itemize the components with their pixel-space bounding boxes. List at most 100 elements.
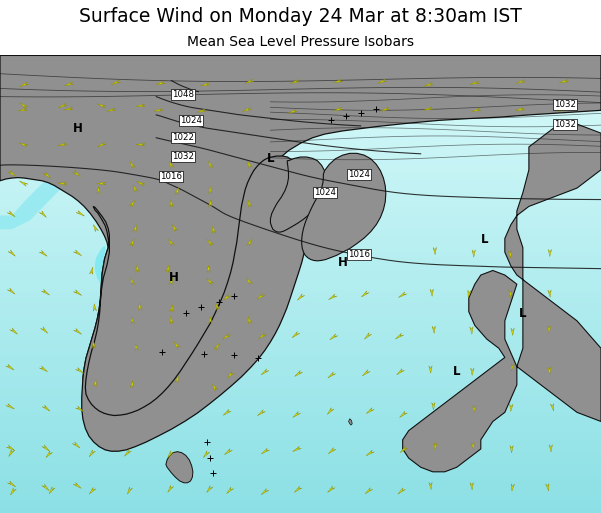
- Polygon shape: [133, 185, 138, 192]
- Polygon shape: [224, 448, 233, 455]
- Polygon shape: [294, 370, 303, 377]
- Polygon shape: [95, 246, 112, 290]
- Polygon shape: [75, 367, 84, 373]
- Polygon shape: [328, 408, 334, 415]
- Polygon shape: [197, 109, 207, 112]
- Polygon shape: [214, 343, 219, 350]
- Polygon shape: [247, 278, 252, 285]
- Polygon shape: [469, 327, 473, 334]
- Text: H: H: [169, 271, 179, 284]
- Polygon shape: [58, 103, 67, 108]
- Polygon shape: [42, 484, 49, 490]
- Polygon shape: [8, 170, 16, 176]
- Polygon shape: [223, 409, 231, 416]
- Polygon shape: [169, 161, 174, 168]
- Text: Surface Wind on Monday 24 Mar at 8:30am IST: Surface Wind on Monday 24 Mar at 8:30am …: [79, 7, 522, 26]
- Text: 1016: 1016: [349, 250, 370, 259]
- Polygon shape: [96, 182, 106, 185]
- Polygon shape: [42, 405, 50, 411]
- Polygon shape: [93, 380, 96, 387]
- Polygon shape: [18, 108, 28, 111]
- Polygon shape: [41, 445, 49, 451]
- Polygon shape: [39, 250, 47, 256]
- Text: L: L: [519, 307, 526, 321]
- Polygon shape: [7, 211, 15, 217]
- Polygon shape: [222, 333, 231, 340]
- Polygon shape: [248, 161, 252, 168]
- Polygon shape: [6, 404, 14, 409]
- Polygon shape: [257, 410, 266, 416]
- Text: 1016: 1016: [160, 172, 182, 181]
- Polygon shape: [471, 442, 474, 450]
- Polygon shape: [334, 107, 343, 111]
- Polygon shape: [213, 226, 216, 233]
- Polygon shape: [58, 143, 67, 146]
- Text: 1024: 1024: [349, 170, 370, 179]
- Polygon shape: [89, 487, 96, 494]
- Polygon shape: [361, 291, 369, 297]
- Polygon shape: [6, 445, 15, 450]
- Polygon shape: [124, 449, 132, 456]
- Polygon shape: [471, 368, 474, 376]
- Polygon shape: [403, 124, 601, 472]
- Polygon shape: [288, 109, 297, 113]
- Polygon shape: [19, 143, 28, 147]
- Polygon shape: [397, 369, 404, 375]
- Polygon shape: [7, 481, 16, 487]
- Polygon shape: [398, 488, 406, 494]
- Polygon shape: [49, 487, 55, 494]
- Polygon shape: [261, 488, 269, 495]
- Polygon shape: [207, 486, 213, 492]
- Polygon shape: [111, 80, 120, 85]
- Polygon shape: [242, 107, 252, 111]
- Polygon shape: [131, 317, 135, 324]
- Polygon shape: [207, 265, 210, 272]
- Polygon shape: [395, 333, 404, 339]
- Polygon shape: [89, 450, 96, 457]
- Polygon shape: [209, 161, 213, 168]
- Polygon shape: [172, 225, 178, 232]
- Polygon shape: [559, 80, 569, 83]
- Polygon shape: [261, 448, 270, 454]
- Text: L: L: [267, 152, 274, 165]
- Polygon shape: [136, 265, 139, 272]
- Polygon shape: [169, 305, 173, 312]
- Polygon shape: [170, 317, 174, 324]
- Polygon shape: [293, 411, 300, 418]
- Polygon shape: [127, 487, 133, 494]
- Polygon shape: [470, 483, 474, 490]
- Polygon shape: [433, 247, 436, 254]
- Polygon shape: [135, 104, 145, 107]
- Polygon shape: [364, 332, 371, 339]
- Polygon shape: [380, 107, 390, 111]
- Polygon shape: [516, 80, 525, 83]
- Polygon shape: [0, 55, 601, 428]
- Polygon shape: [10, 488, 16, 495]
- Polygon shape: [135, 144, 145, 146]
- Polygon shape: [548, 249, 552, 256]
- Polygon shape: [216, 303, 220, 310]
- Polygon shape: [430, 289, 433, 297]
- Polygon shape: [41, 289, 50, 295]
- Polygon shape: [130, 161, 135, 168]
- Polygon shape: [349, 419, 352, 425]
- Polygon shape: [508, 290, 512, 298]
- Polygon shape: [90, 267, 93, 274]
- Text: 1022: 1022: [172, 133, 194, 142]
- Polygon shape: [511, 484, 514, 491]
- Polygon shape: [261, 369, 269, 375]
- Polygon shape: [472, 108, 481, 111]
- Polygon shape: [549, 445, 552, 452]
- Polygon shape: [97, 142, 106, 147]
- Polygon shape: [0, 165, 78, 229]
- Polygon shape: [429, 482, 432, 490]
- Text: 1032: 1032: [554, 120, 576, 129]
- Text: H: H: [338, 256, 347, 269]
- Polygon shape: [245, 79, 254, 83]
- Polygon shape: [156, 81, 166, 85]
- Text: Mean Sea Level Pressure Isobars: Mean Sea Level Pressure Isobars: [187, 34, 414, 49]
- Polygon shape: [93, 304, 97, 311]
- Text: 1032: 1032: [554, 101, 576, 109]
- Polygon shape: [207, 279, 214, 285]
- Polygon shape: [432, 403, 435, 410]
